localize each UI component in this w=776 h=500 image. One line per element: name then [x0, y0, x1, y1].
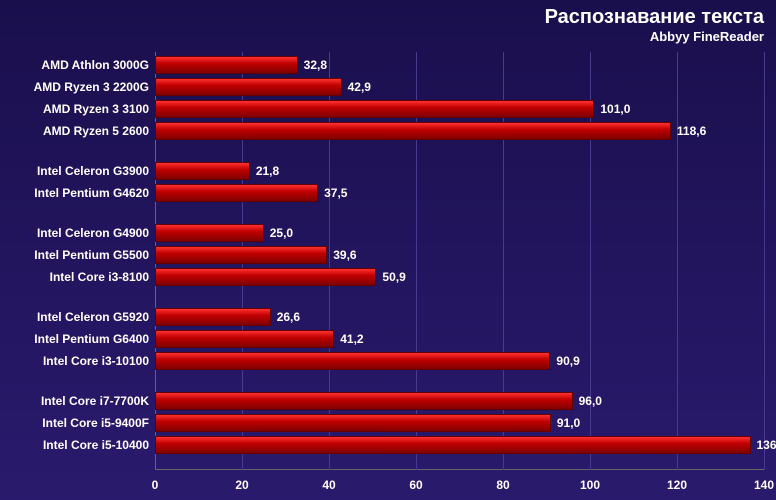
- bar: [155, 436, 751, 454]
- bar-value: 32,8: [298, 56, 327, 74]
- bar-label: AMD Ryzen 3 2200G: [34, 78, 155, 96]
- bar-row: Intel Core i5-10400136,9: [155, 436, 764, 454]
- bar-label: Intel Celeron G3900: [37, 162, 155, 180]
- bar-row: Intel Pentium G550039,6: [155, 246, 764, 264]
- bar: [155, 392, 573, 410]
- bar-row: AMD Ryzen 3 3100101,0: [155, 100, 764, 118]
- x-tick-label: 140: [754, 478, 774, 492]
- chart-subtitle: Abbyy FineReader: [0, 29, 764, 44]
- bar-row: Intel Core i7-7700K96,0: [155, 392, 764, 410]
- x-tick-label: 100: [580, 478, 600, 492]
- bar: [155, 122, 671, 140]
- bar: [155, 162, 250, 180]
- bar-value: 50,9: [376, 268, 405, 286]
- bar: [155, 330, 334, 348]
- bar-label: Intel Core i7-7700K: [41, 392, 155, 410]
- bar-row: AMD Ryzen 3 2200G42,9: [155, 78, 764, 96]
- plot-area: 020406080100120140AMD Athlon 3000G32,8AM…: [155, 52, 764, 470]
- x-tick-label: 120: [667, 478, 687, 492]
- bar-row: Intel Core i3-1010090,9: [155, 352, 764, 370]
- bar-value: 37,5: [318, 184, 347, 202]
- bar-label: Intel Pentium G4620: [34, 184, 155, 202]
- bar-row: Intel Core i3-810050,9: [155, 268, 764, 286]
- bar-row: AMD Athlon 3000G32,8: [155, 56, 764, 74]
- chart-title: Распознавание текста: [0, 6, 764, 29]
- bar-label: AMD Ryzen 3 3100: [43, 100, 155, 118]
- x-tick-label: 0: [152, 478, 159, 492]
- bar-label: Intel Core i3-10100: [43, 352, 155, 370]
- bar-row: Intel Pentium G462037,5: [155, 184, 764, 202]
- bar-label: Intel Celeron G4900: [37, 224, 155, 242]
- bar-value: 21,8: [250, 162, 279, 180]
- bar-label: AMD Athlon 3000G: [41, 56, 155, 74]
- bar-value: 41,2: [334, 330, 363, 348]
- bar-value: 90,9: [550, 352, 579, 370]
- bar-value: 39,6: [327, 246, 356, 264]
- x-axis-line: [155, 469, 764, 470]
- bar: [155, 56, 298, 74]
- bar: [155, 224, 264, 242]
- bar-value: 136,9: [751, 436, 776, 454]
- bar-label: Intel Pentium G6400: [34, 330, 155, 348]
- bar-label: Intel Core i5-9400F: [42, 414, 155, 432]
- chart-container: Распознавание текста Abbyy FineReader 02…: [0, 0, 776, 500]
- x-tick-label: 80: [496, 478, 509, 492]
- bar-value: 26,6: [271, 308, 300, 326]
- bar: [155, 246, 327, 264]
- bar-value: 118,6: [671, 122, 706, 140]
- bar-label: Intel Core i5-10400: [43, 436, 155, 454]
- x-tick-label: 20: [235, 478, 248, 492]
- bar-row: Intel Core i5-9400F91,0: [155, 414, 764, 432]
- bar: [155, 414, 551, 432]
- x-tick-label: 40: [322, 478, 335, 492]
- bar: [155, 100, 594, 118]
- bar: [155, 268, 376, 286]
- bar-value: 91,0: [551, 414, 580, 432]
- bar: [155, 78, 342, 96]
- bar: [155, 352, 550, 370]
- bar-value: 25,0: [264, 224, 293, 242]
- bar-label: AMD Ryzen 5 2600: [43, 122, 155, 140]
- x-tick-label: 60: [409, 478, 422, 492]
- bar-row: AMD Ryzen 5 2600118,6: [155, 122, 764, 140]
- bar-label: Intel Celeron G5920: [37, 308, 155, 326]
- bar-value: 101,0: [594, 100, 630, 118]
- bar: [155, 308, 271, 326]
- bar-value: 42,9: [342, 78, 371, 96]
- bar-value: 96,0: [573, 392, 602, 410]
- bar-row: Intel Celeron G490025,0: [155, 224, 764, 242]
- chart-header: Распознавание текста Abbyy FineReader: [0, 0, 776, 46]
- bar-label: Intel Pentium G5500: [34, 246, 155, 264]
- bar: [155, 184, 318, 202]
- grid-line: [764, 52, 765, 470]
- bar-row: Intel Celeron G390021,8: [155, 162, 764, 180]
- bar-label: Intel Core i3-8100: [50, 268, 155, 286]
- bar-row: Intel Celeron G592026,6: [155, 308, 764, 326]
- bar-row: Intel Pentium G640041,2: [155, 330, 764, 348]
